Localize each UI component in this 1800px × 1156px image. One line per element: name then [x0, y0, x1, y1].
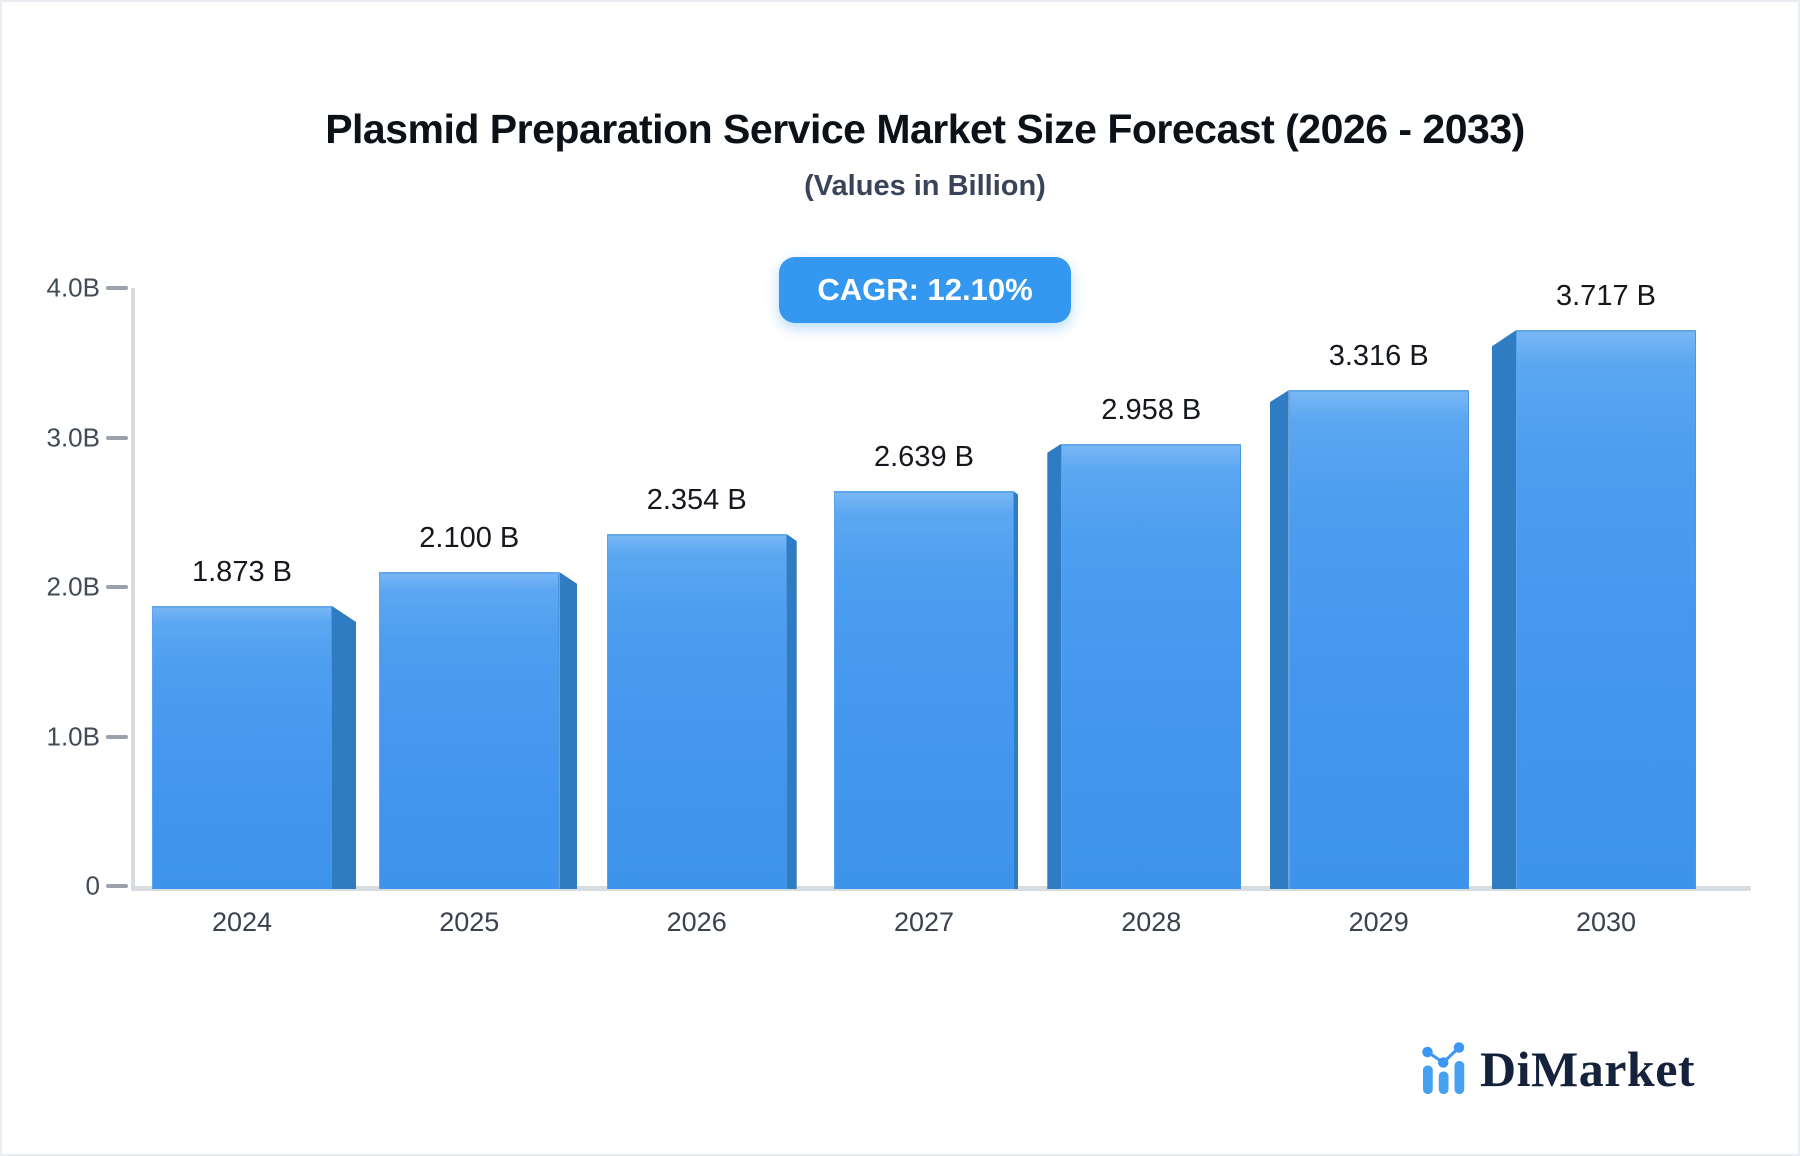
y-axis-tick-mark — [106, 435, 128, 440]
brand-name: DiMarket — [1480, 1041, 1696, 1097]
x-axis-tick-label: 2024 — [211, 907, 273, 937]
bar-3d-side-2024 — [332, 605, 356, 889]
chart-subtitle: (Values in Billion) — [804, 170, 1046, 202]
x-axis-tick-label: 2030 — [1575, 907, 1637, 937]
bar-value-label: 2.100 B — [419, 522, 520, 555]
bar-3d-side-2030 — [1492, 330, 1516, 889]
bar-value-label: 2.958 B — [1101, 393, 1202, 426]
y-axis-tick-mark — [106, 884, 128, 888]
brand-logo: DiMarket — [1420, 1040, 1695, 1094]
y-axis-tick-mark — [106, 286, 128, 290]
bar-2030 — [1516, 330, 1696, 889]
bar-2025 — [379, 572, 560, 889]
bar-2026 — [606, 534, 787, 889]
bar-3d-side-2029 — [1269, 390, 1289, 889]
x-axis-tick-label: 2025 — [439, 907, 500, 937]
bar-3d-side-2028 — [1047, 443, 1062, 889]
bar-value-label: 1.873 B — [192, 555, 292, 588]
bar-2029 — [1288, 390, 1469, 889]
bar-value-label: 3.717 B — [1556, 280, 1656, 313]
bar-line-chart-icon — [1422, 1042, 1465, 1094]
bar-2028 — [1061, 443, 1242, 889]
cagr-badge: CAGR: 12.10% — [779, 257, 1071, 323]
x-axis-tick-label: 2029 — [1348, 907, 1409, 937]
x-axis-tick-label: 2028 — [1121, 907, 1182, 937]
y-axis-tick-mark — [106, 585, 128, 589]
chart-title: Plasmid Preparation Service Market Size … — [325, 106, 1525, 152]
x-axis-tick-label: 2027 — [893, 907, 955, 937]
y-axis-tick-mark — [106, 734, 128, 739]
y-axis-tick-label: 0 — [85, 870, 100, 901]
cagr-badge-wrap: CAGR: 12.10% — [52, 257, 1798, 323]
bar-2027 — [834, 491, 1014, 889]
bar-2024 — [152, 605, 332, 889]
y-axis-line — [131, 288, 135, 890]
x-axis-tick-label: 2026 — [666, 907, 727, 937]
y-axis-tick-label: 2.0B — [46, 571, 101, 602]
y-axis-tick-label: 3.0B — [46, 422, 101, 452]
bar-value-label: 2.354 B — [646, 484, 747, 517]
y-axis-tick-label: 1.0B — [46, 721, 101, 751]
y-axis-tick-label: 4.0B — [46, 272, 101, 303]
bar-value-label: 3.316 B — [1328, 340, 1429, 373]
bar-value-label: 2.639 B — [874, 441, 974, 474]
bar-3d-side-2027 — [1014, 491, 1018, 889]
bar-3d-side-2026 — [786, 534, 797, 889]
bar-3d-side-2025 — [559, 572, 578, 889]
